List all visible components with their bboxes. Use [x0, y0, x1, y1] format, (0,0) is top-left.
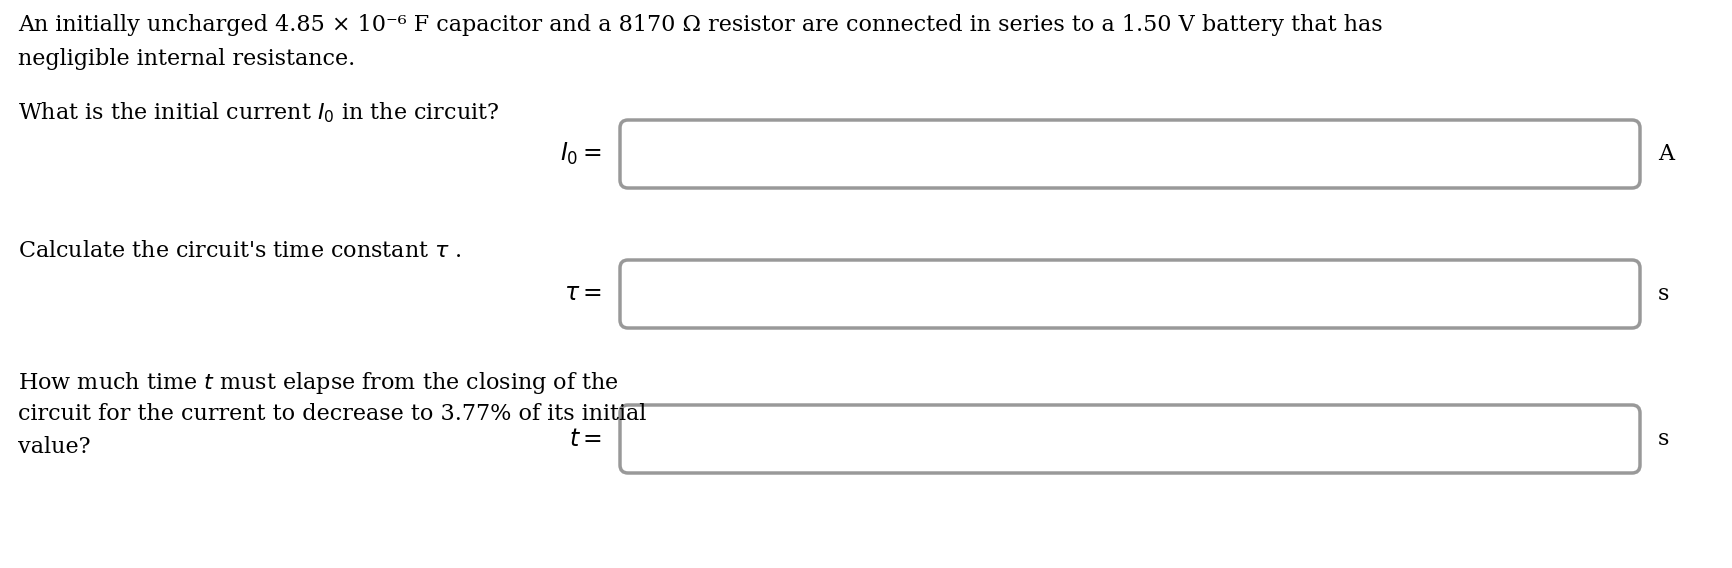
Text: $I_0 =$: $I_0 =$ [559, 141, 601, 167]
Text: A: A [1658, 143, 1673, 165]
Text: What is the initial current $I_0$ in the circuit?: What is the initial current $I_0$ in the… [17, 100, 499, 124]
Text: negligible internal resistance.: negligible internal resistance. [17, 48, 355, 70]
Text: $t =$: $t =$ [568, 428, 601, 450]
FancyBboxPatch shape [620, 120, 1638, 188]
Text: s: s [1658, 283, 1668, 305]
Text: s: s [1658, 428, 1668, 450]
Text: How much time $t$ must elapse from the closing of the: How much time $t$ must elapse from the c… [17, 370, 618, 396]
Text: Calculate the circuit's time constant $\tau$ .: Calculate the circuit's time constant $\… [17, 240, 462, 262]
Text: An initially uncharged 4.85 × 10⁻⁶ F capacitor and a 8170 Ω resistor are connect: An initially uncharged 4.85 × 10⁻⁶ F cap… [17, 14, 1382, 36]
Text: $\tau =$: $\tau =$ [563, 282, 601, 306]
FancyBboxPatch shape [620, 405, 1638, 473]
FancyBboxPatch shape [620, 260, 1638, 328]
Text: value?: value? [17, 436, 90, 458]
Text: circuit for the current to decrease to 3.77% of its initial: circuit for the current to decrease to 3… [17, 403, 646, 425]
